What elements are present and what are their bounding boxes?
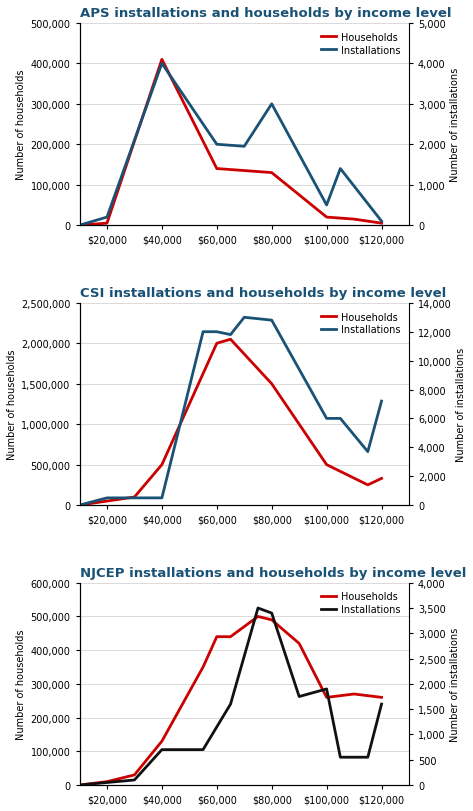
- Installations: [214, 328, 219, 337]
- Line: Installations: Installations: [79, 318, 382, 505]
- Text: NJCEP installations and households by income level: NJCEP installations and households by in…: [79, 566, 466, 579]
- Y-axis label: Number of households: Number of households: [17, 70, 26, 180]
- Y-axis label: Number of installations: Number of installations: [450, 68, 460, 182]
- Line: Installations: Installations: [79, 64, 382, 226]
- Households: [324, 693, 330, 702]
- Text: APS installations and households by income level: APS installations and households by inco…: [79, 7, 451, 20]
- Installations: [324, 414, 330, 424]
- Legend: Households, Installations: Households, Installations: [317, 308, 404, 339]
- Installations: [77, 500, 82, 510]
- Line: Households: Households: [79, 340, 382, 505]
- Installations: [324, 684, 330, 694]
- Installations: [379, 397, 385, 406]
- Text: CSI installations and households by income level: CSI installations and households by inco…: [79, 286, 446, 299]
- Installations: [365, 447, 371, 457]
- Households: [379, 693, 385, 702]
- Households: [159, 460, 165, 470]
- Line: Installations: Installations: [79, 608, 382, 785]
- Households: [255, 611, 261, 621]
- Households: [269, 169, 274, 178]
- Y-axis label: Number of households: Number of households: [17, 629, 26, 739]
- Installations: [228, 699, 233, 709]
- Households: [214, 632, 219, 642]
- Installations: [269, 100, 274, 109]
- Installations: [214, 140, 219, 150]
- Installations: [104, 778, 110, 787]
- Households: [104, 219, 110, 229]
- Households: [104, 496, 110, 506]
- Installations: [241, 313, 247, 323]
- Households: [131, 770, 137, 780]
- Households: [269, 616, 274, 625]
- Installations: [159, 744, 165, 754]
- Installations: [338, 165, 343, 174]
- Legend: Households, Installations: Households, Installations: [317, 588, 404, 619]
- Installations: [269, 608, 274, 618]
- Households: [351, 689, 357, 699]
- Households: [228, 335, 233, 345]
- Installations: [131, 775, 137, 785]
- Installations: [104, 213, 110, 223]
- Y-axis label: Number of households: Number of households: [7, 350, 17, 460]
- Households: [379, 474, 385, 483]
- Households: [296, 639, 302, 649]
- Households: [269, 380, 274, 389]
- Households: [77, 780, 82, 790]
- Households: [77, 500, 82, 510]
- Installations: [159, 59, 165, 69]
- Line: Households: Households: [79, 616, 382, 785]
- Households: [214, 339, 219, 349]
- Installations: [228, 330, 233, 340]
- Households: [131, 492, 137, 502]
- Installations: [200, 328, 206, 337]
- Y-axis label: Number of installations: Number of installations: [456, 347, 466, 461]
- Installations: [104, 493, 110, 503]
- Households: [351, 215, 357, 225]
- Installations: [338, 414, 343, 424]
- Households: [365, 480, 371, 490]
- Installations: [269, 316, 274, 326]
- Installations: [77, 780, 82, 790]
- Households: [200, 663, 206, 672]
- Installations: [365, 753, 371, 762]
- Households: [104, 777, 110, 787]
- Installations: [296, 692, 302, 702]
- Households: [77, 221, 82, 231]
- Installations: [200, 744, 206, 754]
- Line: Households: Households: [79, 60, 382, 226]
- Installations: [379, 699, 385, 709]
- Legend: Households, Installations: Households, Installations: [317, 28, 404, 59]
- Households: [324, 460, 330, 470]
- Installations: [77, 221, 82, 231]
- Installations: [241, 142, 247, 152]
- Installations: [338, 753, 343, 762]
- Installations: [159, 493, 165, 503]
- Households: [159, 55, 165, 65]
- Installations: [255, 603, 261, 613]
- Households: [214, 165, 219, 174]
- Households: [228, 632, 233, 642]
- Installations: [379, 217, 385, 227]
- Installations: [324, 201, 330, 211]
- Y-axis label: Number of installations: Number of installations: [450, 627, 460, 741]
- Installations: [131, 493, 137, 503]
- Households: [159, 736, 165, 746]
- Households: [324, 213, 330, 223]
- Households: [379, 219, 385, 229]
